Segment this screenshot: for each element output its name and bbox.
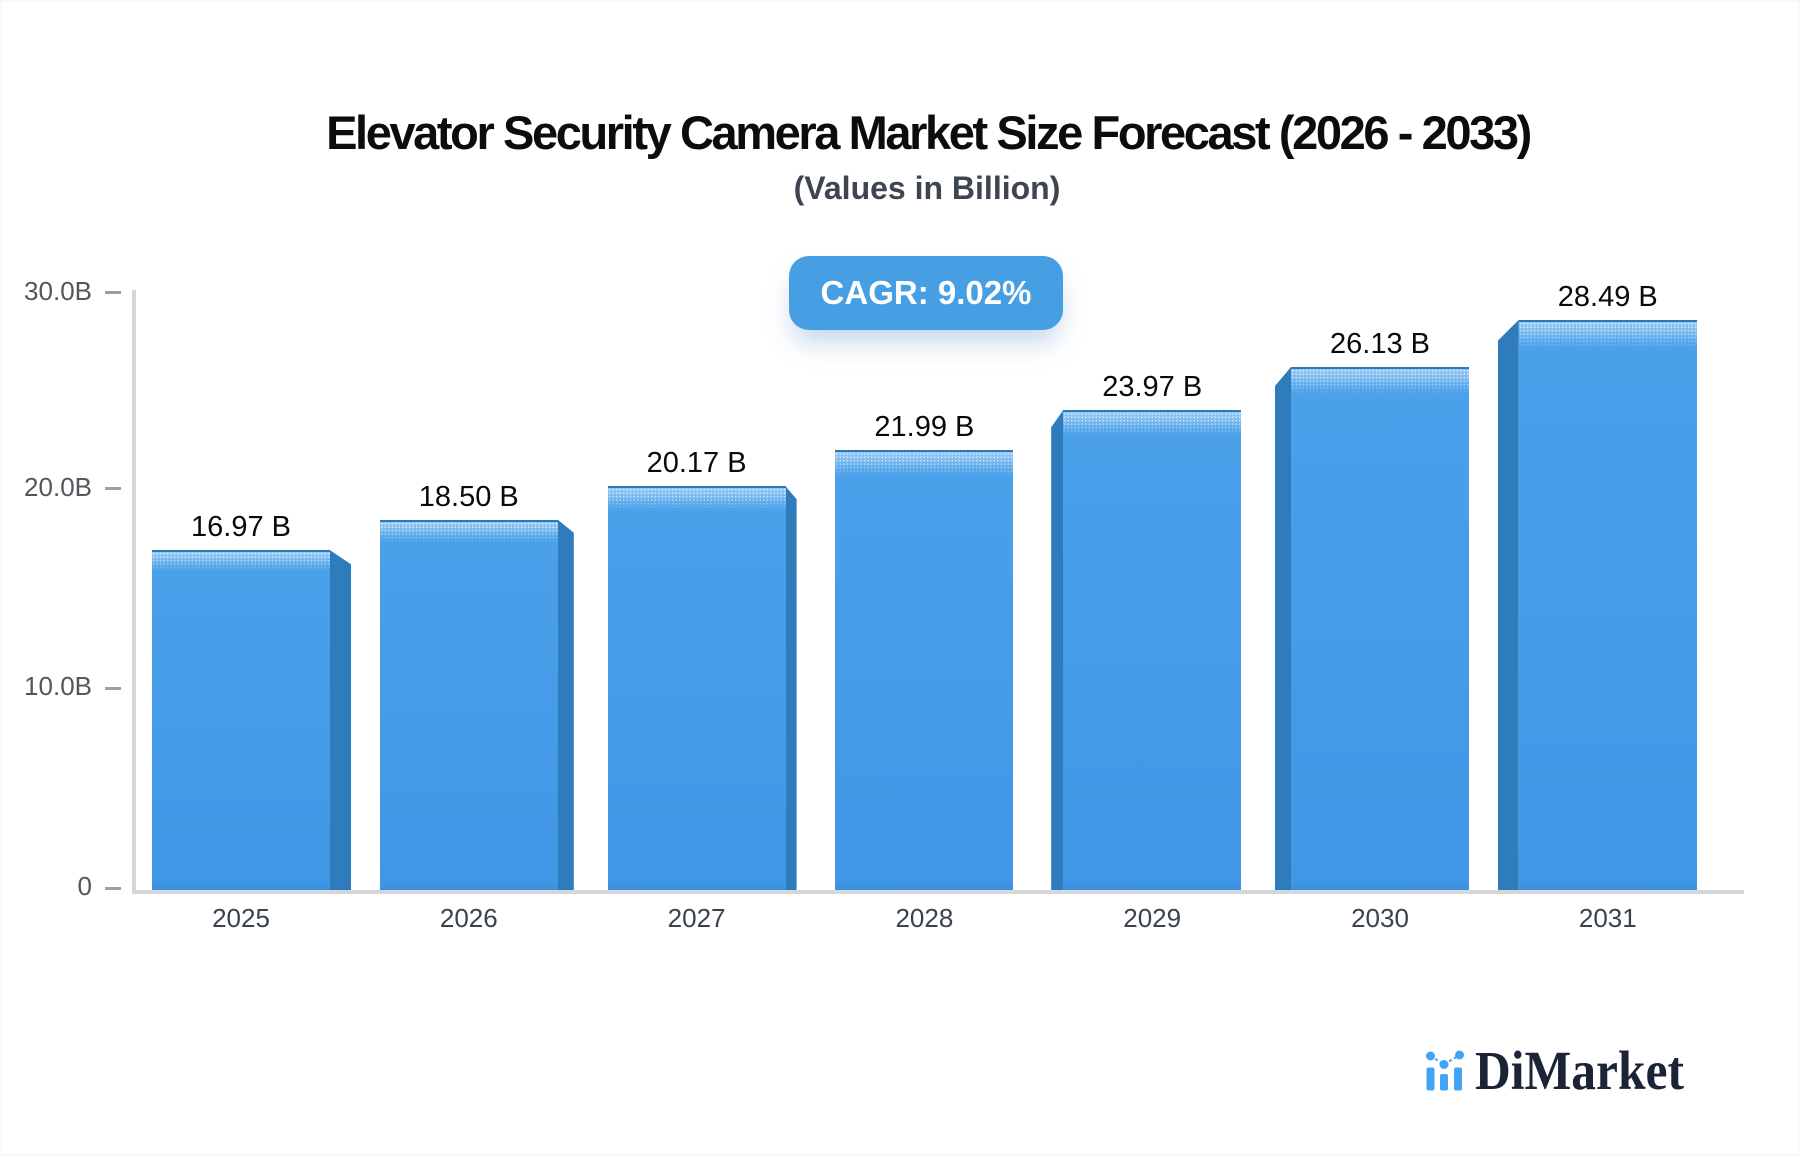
svg-text:DiMarket: DiMarket <box>1475 1042 1685 1101</box>
